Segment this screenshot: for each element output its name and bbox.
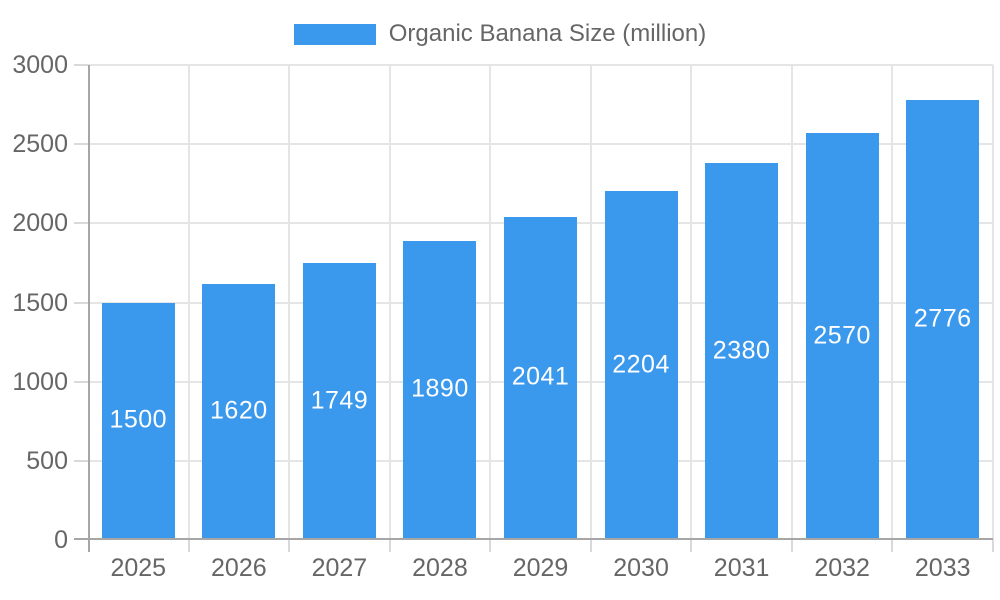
y-axis-tick	[74, 222, 88, 225]
y-axis-tick	[74, 459, 88, 462]
x-axis-tick	[589, 540, 592, 552]
bar: 1620	[202, 283, 276, 538]
x-axis-tick	[790, 540, 793, 552]
bar: 2041	[504, 216, 577, 538]
h-gridline	[88, 64, 993, 66]
bar: 2204	[604, 191, 678, 538]
legend-item[interactable]: Organic Banana Size (million)	[0, 20, 1000, 48]
bar-value-label: 2380	[712, 336, 771, 365]
x-axis-tick	[690, 540, 693, 552]
x-axis-tick	[891, 540, 894, 552]
y-axis-tick	[74, 64, 88, 66]
v-gridline	[891, 65, 894, 540]
bar: 2570	[805, 133, 879, 538]
v-gridline	[992, 65, 994, 540]
v-gridline	[790, 65, 793, 540]
x-tick-label: 2027	[311, 554, 368, 582]
x-tick-label: 2025	[110, 554, 167, 582]
x-axis-tick	[288, 540, 291, 552]
v-gridline	[690, 65, 693, 540]
bar: 1500	[101, 302, 175, 538]
y-axis-tick	[74, 380, 88, 383]
x-axis-tick	[489, 540, 492, 552]
x-tick-label: 2031	[713, 554, 770, 582]
x-axis-tick	[187, 540, 190, 552]
y-axis-line	[88, 65, 90, 552]
y-tick-label: 0	[54, 526, 68, 554]
bar-value-label: 1749	[310, 386, 369, 415]
bar-value-label: 2041	[511, 362, 570, 391]
y-tick-label: 500	[26, 446, 68, 475]
x-tick-label: 2026	[211, 554, 267, 582]
y-axis-tick	[74, 301, 88, 304]
x-tick-label: 2030	[613, 554, 669, 582]
bar: 2380	[705, 163, 779, 538]
x-axis-tick	[992, 540, 994, 552]
bar-value-label: 2776	[913, 304, 972, 333]
bar-value-label: 1620	[210, 396, 268, 425]
h-gridline	[88, 143, 993, 146]
bar-value-label: 1500	[109, 405, 168, 434]
x-tick-label: 2028	[412, 554, 468, 582]
legend-label: Organic Banana Size (million)	[388, 20, 707, 47]
v-gridline	[489, 65, 492, 540]
plot-area: 0 500 1000 1500 2000 2500 3000 1500 2025 1620 2026…	[12, 51, 994, 582]
y-tick-label: 2500	[12, 130, 68, 159]
v-gridline	[187, 65, 190, 540]
x-axis-tick	[388, 540, 391, 552]
y-tick-label: 1000	[12, 367, 68, 396]
bar: 1890	[403, 240, 477, 538]
v-gridline	[388, 65, 391, 540]
y-axis-tick	[74, 143, 88, 146]
bar-value-label: 2570	[813, 321, 871, 350]
v-gridline	[288, 65, 291, 540]
v-gridline	[589, 65, 592, 540]
x-tick-label: 2032	[814, 554, 870, 582]
bar-value-label: 2204	[612, 350, 670, 379]
x-tick-label: 2029	[512, 554, 569, 582]
legend-swatch-icon	[293, 23, 376, 45]
y-tick-label: 1500	[12, 288, 68, 317]
y-tick-label: 3000	[12, 51, 68, 79]
bar: 1749	[302, 263, 376, 538]
bar-value-label: 1890	[411, 374, 469, 403]
bar: 2776	[906, 100, 980, 538]
y-tick-label: 2000	[12, 209, 68, 238]
x-tick-label: 2033	[914, 554, 971, 582]
x-axis-line	[74, 538, 993, 540]
